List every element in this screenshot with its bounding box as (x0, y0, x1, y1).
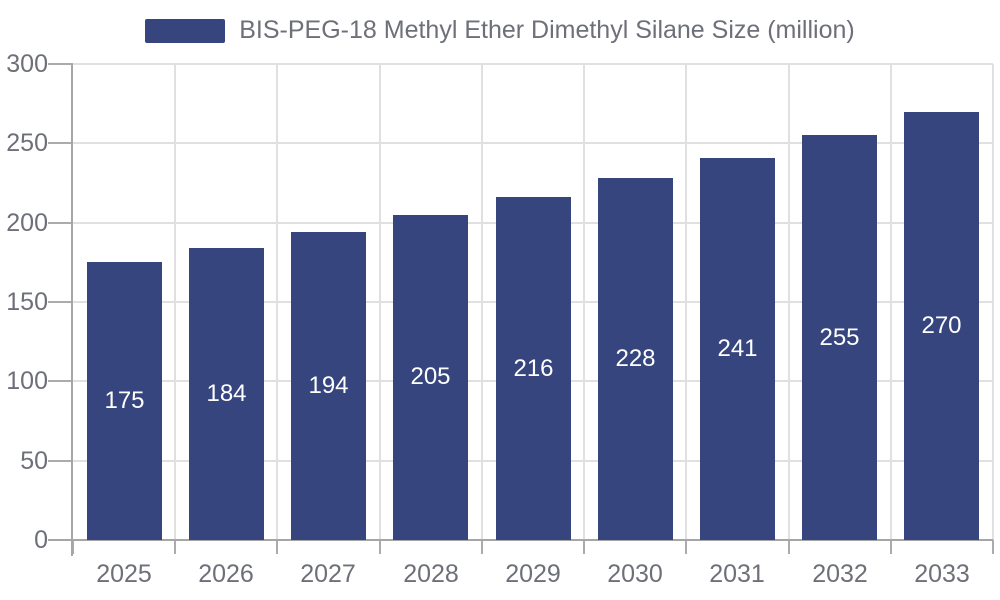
v-gridline (379, 64, 381, 540)
x-tick-mark (174, 540, 176, 554)
x-tick-mark (276, 540, 278, 554)
x-axis-tick-label: 2032 (812, 560, 868, 588)
v-gridline (481, 64, 483, 540)
legend[interactable]: BIS-PEG-18 Methyl Ether Dimethyl Silane … (0, 16, 1000, 45)
y-axis-tick-label: 200 (6, 209, 48, 237)
x-tick-mark (992, 540, 994, 554)
x-tick-mark (583, 540, 585, 554)
bar-value-label: 255 (819, 324, 860, 351)
x-axis-tick-label: 2026 (198, 560, 254, 588)
bar[interactable] (802, 135, 877, 540)
v-gridline (276, 64, 278, 540)
v-gridline (174, 64, 176, 540)
legend-swatch (145, 18, 226, 43)
y-tick-mark (48, 63, 73, 65)
bar-value-label: 270 (921, 312, 962, 339)
h-gridline (73, 63, 993, 65)
h-gridline (73, 142, 993, 144)
y-axis-line (71, 64, 73, 556)
bar[interactable] (700, 158, 775, 540)
x-tick-mark (481, 540, 483, 554)
v-gridline (788, 64, 790, 540)
bar[interactable] (87, 262, 162, 540)
bar[interactable] (598, 178, 673, 540)
x-axis-tick-label: 2033 (914, 560, 970, 588)
bar-value-label: 228 (615, 345, 656, 372)
x-axis-tick-label: 2025 (96, 560, 152, 588)
bar[interactable] (189, 248, 264, 540)
bar-value-label: 175 (104, 387, 145, 414)
bar[interactable] (291, 232, 366, 540)
y-axis-tick-label: 0 (34, 526, 48, 554)
x-tick-mark (72, 540, 74, 554)
y-axis-tick-label: 100 (6, 367, 48, 395)
x-tick-mark (788, 540, 790, 554)
x-tick-mark (685, 540, 687, 554)
legend-label: BIS-PEG-18 Methyl Ether Dimethyl Silane … (239, 16, 855, 44)
x-axis-tick-label: 2028 (403, 560, 459, 588)
x-axis-tick-label: 2030 (607, 560, 663, 588)
x-axis-tick-label: 2029 (505, 560, 561, 588)
v-gridline (685, 64, 687, 540)
bar[interactable] (904, 112, 979, 540)
x-tick-mark (890, 540, 892, 554)
x-axis-line (48, 539, 993, 541)
y-tick-mark (48, 301, 73, 303)
y-tick-mark (48, 142, 73, 144)
y-tick-mark (48, 222, 73, 224)
x-axis-tick-label: 2027 (300, 560, 356, 588)
bar-value-label: 216 (513, 355, 554, 382)
bar-value-label: 241 (717, 335, 758, 362)
y-tick-mark (48, 380, 73, 382)
y-axis-tick-label: 150 (6, 288, 48, 316)
y-axis-tick-label: 300 (6, 50, 48, 78)
x-axis-tick-label: 2031 (709, 560, 765, 588)
x-tick-mark (379, 540, 381, 554)
v-gridline (890, 64, 892, 540)
bar-value-label: 205 (410, 363, 451, 390)
y-axis-tick-label: 250 (6, 129, 48, 157)
bar[interactable] (393, 215, 468, 540)
y-tick-mark (48, 460, 73, 462)
bar-value-label: 184 (206, 380, 247, 407)
v-gridline (992, 64, 994, 540)
bar-value-label: 194 (308, 372, 349, 399)
bar[interactable] (496, 197, 571, 540)
v-gridline (583, 64, 585, 540)
y-axis-tick-label: 50 (20, 447, 48, 475)
